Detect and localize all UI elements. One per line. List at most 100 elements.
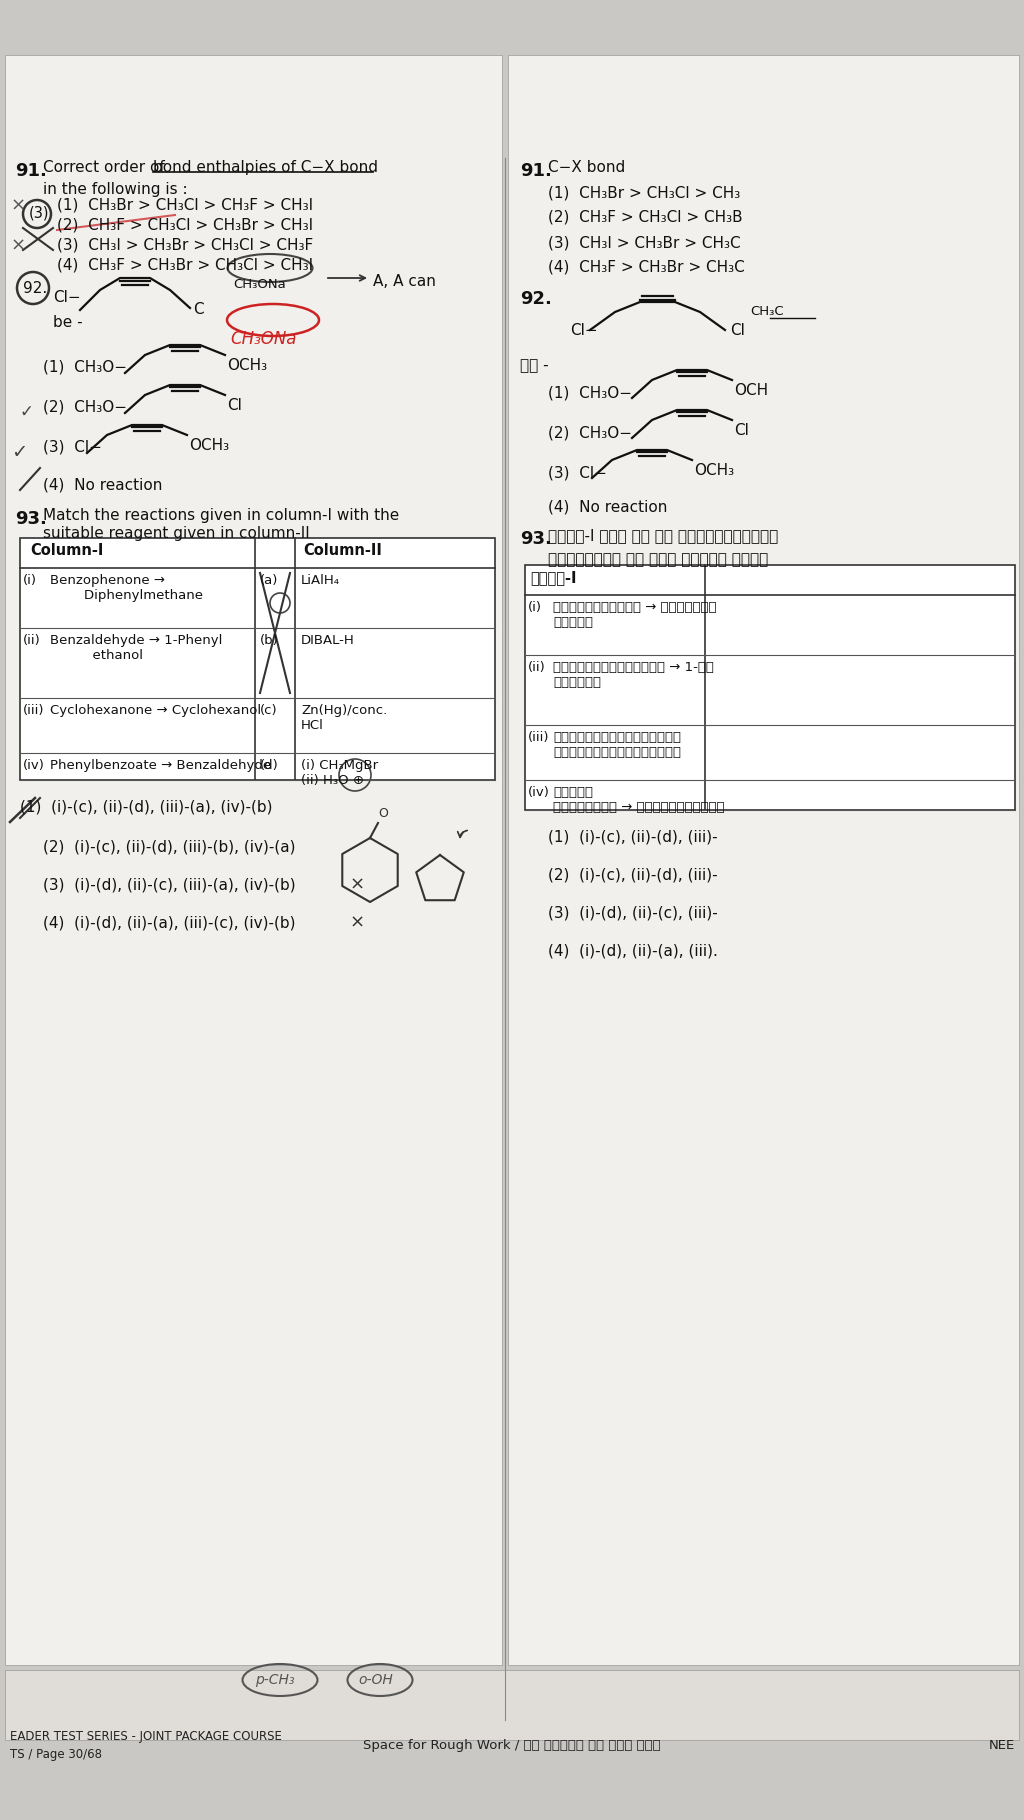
Text: (2)  CH₃F > CH₃Cl > CH₃Br > CH₃I: (2) CH₃F > CH₃Cl > CH₃Br > CH₃I (57, 218, 313, 233)
Text: p-CH₃: p-CH₃ (255, 1673, 295, 1687)
Text: Cl: Cl (734, 422, 749, 439)
Text: (3)  CH₃I > CH₃Br > CH₃C: (3) CH₃I > CH₃Br > CH₃C (548, 235, 740, 249)
Text: OCH: OCH (734, 382, 768, 399)
Text: Cl−: Cl− (570, 322, 598, 339)
Text: 92.: 92. (520, 289, 552, 308)
Text: (d): (d) (260, 759, 279, 772)
FancyBboxPatch shape (5, 1671, 1019, 1740)
Text: Cl: Cl (730, 322, 744, 339)
Text: A, A can: A, A can (373, 275, 436, 289)
Text: (4)  No reaction: (4) No reaction (43, 479, 163, 493)
Text: वर्ग-I में दी गई अभिक्रियाओं: वर्ग-I में दी गई अभिक्रियाओं (548, 528, 778, 542)
Text: OCH₃: OCH₃ (227, 359, 267, 373)
Text: 93.: 93. (15, 510, 47, 528)
Text: 91.: 91. (15, 162, 47, 180)
Text: (1)  CH₃Br > CH₃Cl > CH₃: (1) CH₃Br > CH₃Cl > CH₃ (548, 186, 740, 200)
Text: (2)  (i)-(c), (ii)-(d), (iii)-(b), (iv)-(a): (2) (i)-(c), (ii)-(d), (iii)-(b), (iv)-(… (43, 841, 296, 855)
Text: Cl: Cl (227, 399, 242, 413)
Text: (3)  Cl−: (3) Cl− (548, 464, 607, 480)
Text: Column-II: Column-II (303, 542, 382, 559)
Text: (iv): (iv) (528, 786, 550, 799)
Text: (1)  CH₃O−: (1) CH₃O− (43, 360, 127, 375)
Text: वर्ग-I: वर्ग-I (530, 570, 577, 584)
Text: बेन्जोफिनॉन → डाईफेनि
मेथेन: बेन्जोफिनॉन → डाईफेनि मेथेन (553, 601, 717, 630)
Text: (i): (i) (23, 573, 37, 588)
Text: (4)  CH₃F > CH₃Br > CH₃Cl > CH₃I: (4) CH₃F > CH₃Br > CH₃Cl > CH₃I (57, 257, 313, 271)
Text: EADER TEST SERIES - JOINT PACKAGE COURSE: EADER TEST SERIES - JOINT PACKAGE COURSE (10, 1731, 282, 1744)
Text: (1)  (i)-(c), (ii)-(d), (iii)-: (1) (i)-(c), (ii)-(d), (iii)- (548, 830, 718, 844)
Text: ✓: ✓ (11, 442, 28, 462)
Text: Space for Rough Work / रफ कार्य के लिए जगह: Space for Rough Work / रफ कार्य के लिए ज… (364, 1738, 660, 1753)
Text: (2)  (i)-(c), (ii)-(d), (iii)-: (2) (i)-(c), (ii)-(d), (iii)- (548, 868, 718, 883)
Text: Phenylbenzoate → Benzaldehyde: Phenylbenzoate → Benzaldehyde (50, 759, 271, 772)
Text: O: O (378, 806, 388, 821)
Text: Zn(Hg)/conc.
HCl: Zn(Hg)/conc. HCl (301, 704, 387, 732)
Text: OCH₃: OCH₃ (694, 462, 734, 479)
Text: (2)  CH₃F > CH₃Cl > CH₃B: (2) CH₃F > CH₃Cl > CH₃B (548, 209, 742, 226)
Text: C: C (193, 302, 204, 317)
Text: (ii): (ii) (528, 661, 546, 673)
Text: CH₃ONa: CH₃ONa (233, 278, 286, 291)
Text: OCH₃: OCH₃ (189, 439, 229, 453)
Text: (1)  CH₃O−: (1) CH₃O− (548, 386, 632, 400)
Text: साइक्लोहेक्सेनॉन
साइक्लोहेक्सेनॉल: साइक्लोहेक्सेनॉन साइक्लोहेक्सेनॉल (553, 732, 681, 759)
Text: (3): (3) (29, 206, 49, 220)
Text: suitable reagent given in column-II: suitable reagent given in column-II (43, 526, 309, 541)
Text: (iv): (iv) (23, 759, 45, 772)
Text: ×: × (350, 875, 366, 894)
Text: bond enthalpies of C−X bond: bond enthalpies of C−X bond (153, 160, 378, 175)
FancyBboxPatch shape (5, 55, 502, 1665)
Text: Correct order of: Correct order of (43, 160, 170, 175)
Text: (ii): (ii) (23, 633, 41, 646)
Text: (3)  (i)-(d), (ii)-(c), (iii)-: (3) (i)-(d), (ii)-(c), (iii)- (548, 906, 718, 921)
Text: DIBAL-H: DIBAL-H (301, 633, 354, 646)
Text: (c): (c) (260, 704, 278, 717)
FancyBboxPatch shape (508, 55, 1019, 1665)
Text: 91.: 91. (520, 162, 552, 180)
FancyBboxPatch shape (20, 539, 495, 781)
Text: अभिकर्मक के साथ मिलान किजि: अभिकर्मक के साथ मिलान किजि (548, 551, 768, 568)
Text: Benzophenone →
        Diphenylmethane: Benzophenone → Diphenylmethane (50, 573, 203, 602)
Text: (a): (a) (260, 573, 279, 588)
Text: (4)  No reaction: (4) No reaction (548, 501, 668, 515)
Text: Benzaldehyde → 1-Phenyl
          ethanol: Benzaldehyde → 1-Phenyl ethanol (50, 633, 222, 662)
FancyBboxPatch shape (525, 564, 1015, 810)
Text: (3)  Cl−: (3) Cl− (43, 440, 101, 455)
Text: है -: है - (520, 359, 549, 373)
Text: C−X bond: C−X bond (548, 160, 626, 175)
Text: TS / Page 30/68: TS / Page 30/68 (10, 1747, 102, 1762)
Text: (3)  CH₃I > CH₃Br > CH₃Cl > CH₃F: (3) CH₃I > CH₃Br > CH₃Cl > CH₃F (57, 237, 313, 251)
Text: LiAlH₄: LiAlH₄ (301, 573, 340, 588)
Text: (1)  CH₃Br > CH₃Cl > CH₃F > CH₃I: (1) CH₃Br > CH₃Cl > CH₃F > CH₃I (57, 197, 313, 211)
Text: (4)  (i)-(d), (ii)-(a), (iii)-(c), (iv)-(b): (4) (i)-(d), (ii)-(a), (iii)-(c), (iv)-(… (43, 915, 296, 932)
Text: (i) CH₃MgBr
(ii) H₃O ⊕: (i) CH₃MgBr (ii) H₃O ⊕ (301, 759, 378, 786)
Text: (i): (i) (528, 601, 542, 613)
Text: o-OH: o-OH (358, 1673, 393, 1687)
Text: Cyclohexanone → Cyclohexanol: Cyclohexanone → Cyclohexanol (50, 704, 261, 717)
Text: (3)  (i)-(d), (ii)-(c), (iii)-(a), (iv)-(b): (3) (i)-(d), (ii)-(c), (iii)-(a), (iv)-(… (43, 877, 296, 894)
Text: 92.: 92. (23, 280, 47, 297)
Text: (b): (b) (260, 633, 279, 646)
Text: Cl−: Cl− (53, 289, 81, 306)
Text: ×: × (11, 197, 27, 215)
Text: CH₃C: CH₃C (750, 306, 783, 318)
Text: ✓: ✓ (20, 402, 34, 420)
Text: Column-I: Column-I (30, 542, 103, 559)
Text: बेन्जेल्डेहाइड → 1-फे
एथेनॉल: बेन्जेल्डेहाइड → 1-फे एथेनॉल (553, 661, 714, 690)
Text: be -: be - (53, 315, 83, 329)
Text: 93.: 93. (520, 530, 552, 548)
Text: ×: × (350, 914, 366, 932)
Text: in the following is :: in the following is : (43, 182, 187, 197)
Text: (iii): (iii) (528, 732, 550, 744)
Text: CH₃ONa: CH₃ONa (230, 329, 297, 348)
Text: (2)  CH₃O−: (2) CH₃O− (43, 400, 127, 415)
Text: NEE: NEE (989, 1738, 1015, 1753)
Text: Match the reactions given in column-I with the: Match the reactions given in column-I wi… (43, 508, 399, 522)
Text: (1)  (i)-(c), (ii)-(d), (iii)-(a), (iv)-(b): (1) (i)-(c), (ii)-(d), (iii)-(a), (iv)-(… (20, 801, 272, 815)
Text: (4)  CH₃F > CH₃Br > CH₃C: (4) CH₃F > CH₃Br > CH₃C (548, 260, 744, 275)
Text: ×: × (11, 237, 27, 255)
Text: (iii): (iii) (23, 704, 44, 717)
Text: (4)  (i)-(d), (ii)-(a), (iii).: (4) (i)-(d), (ii)-(a), (iii). (548, 945, 718, 959)
Text: (2)  CH₃O−: (2) CH₃O− (548, 426, 632, 440)
Text: फेनिल
बेन्जोएट → बेन्जेल्डिह: फेनिल बेन्जोएट → बेन्जेल्डिह (553, 786, 725, 814)
